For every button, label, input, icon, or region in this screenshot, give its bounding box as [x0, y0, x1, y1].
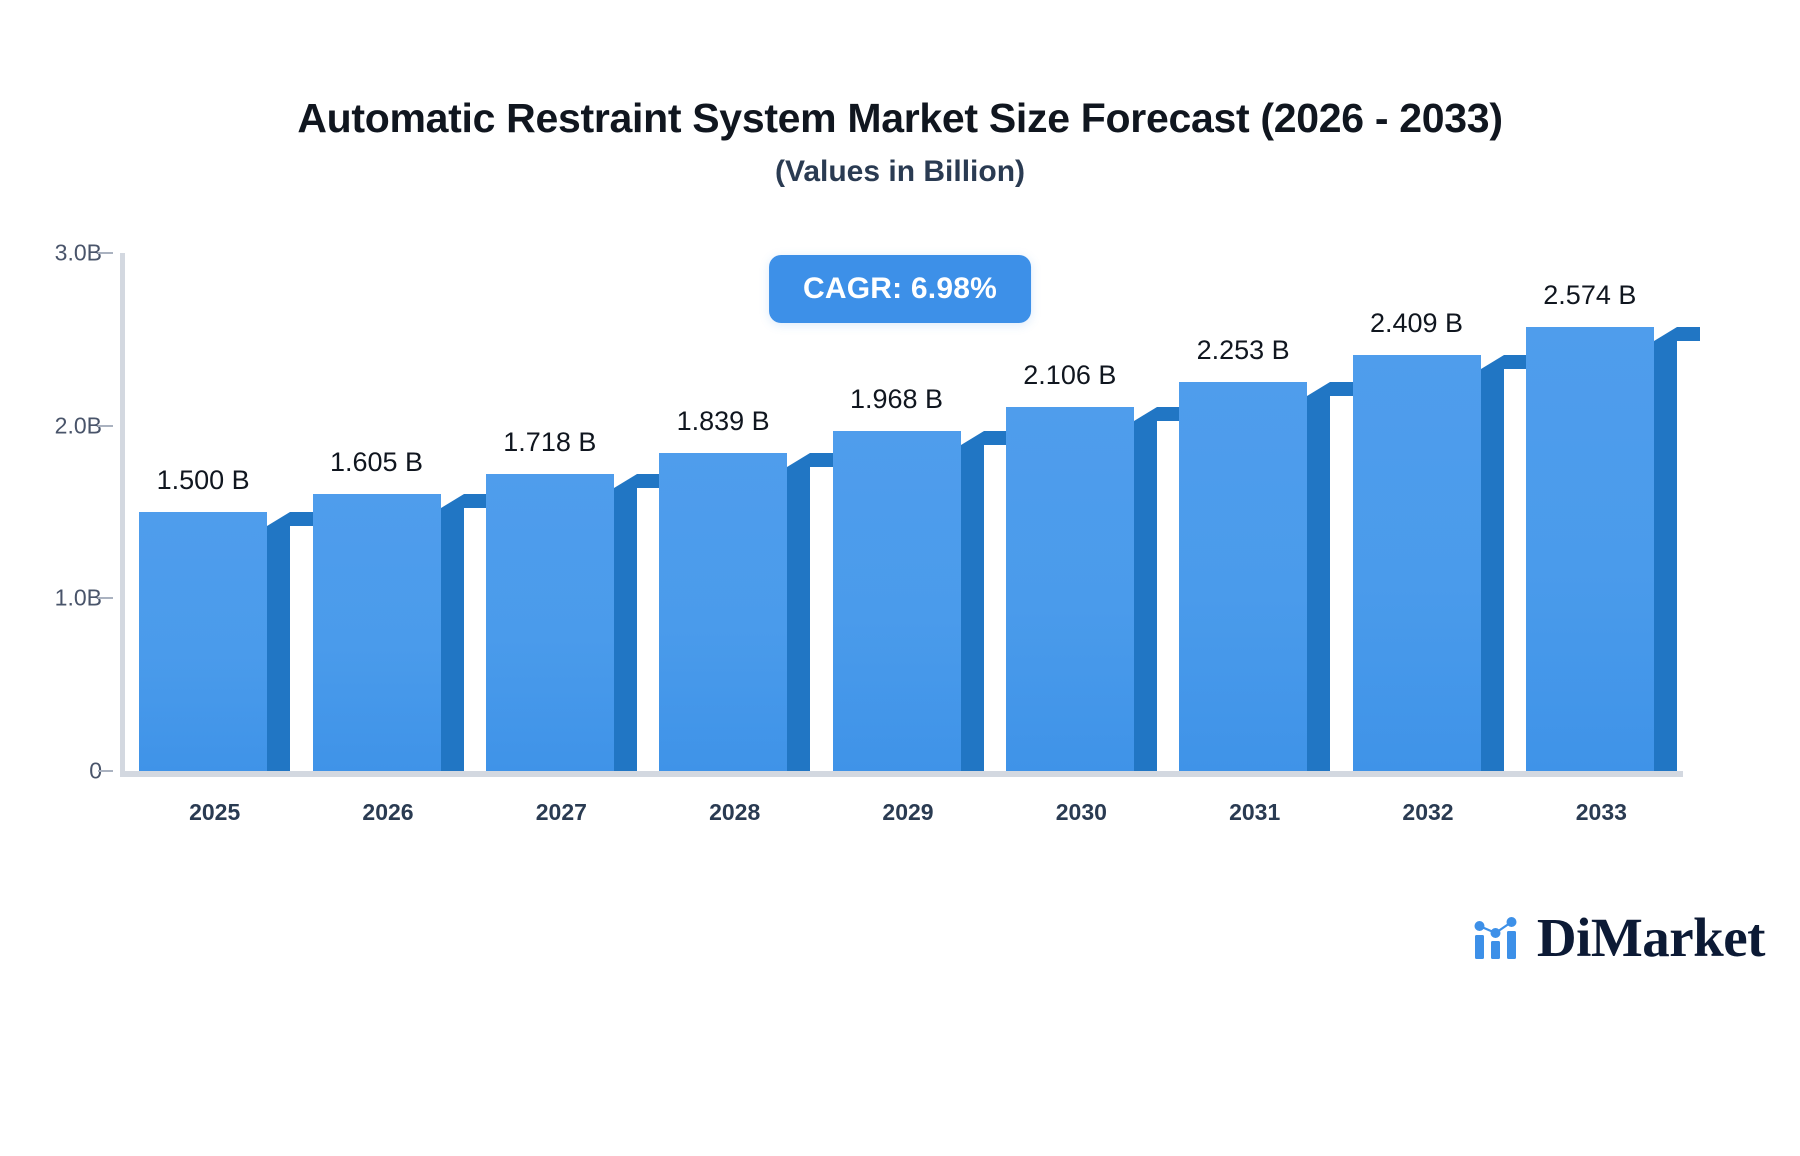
bar-top-face [1480, 355, 1527, 370]
bar-top-face [1653, 326, 1700, 341]
bar-top-face [267, 512, 314, 526]
x-axis-tick-label: 2031 [1229, 799, 1281, 825]
bar-top-face [1307, 381, 1354, 396]
x-axis-tick-label: 2029 [882, 799, 934, 825]
bar-top-face [440, 493, 487, 508]
bar-2032[interactable]: 2.409 B 2032 [1352, 253, 1527, 825]
brand-logo: DiMarket [1471, 907, 1766, 968]
bar-value-label: 2.409 B [1369, 308, 1464, 339]
bar-top-face [1133, 407, 1180, 422]
bar-front-face [312, 493, 441, 771]
bar-front-face [1179, 381, 1308, 771]
x-axis-tick-label: 2025 [189, 799, 241, 825]
bar-side-face [1307, 395, 1331, 771]
bar-series: 1.500 B 2025 1.605 B 2026 1.718 B 2027 1.839 B… [120, 253, 1700, 825]
y-axis-tick-label: 1.0B [54, 584, 102, 611]
bar-value-label: 1.968 B [849, 384, 944, 415]
y-axis-tick-label: 0 [89, 757, 102, 784]
y-axis-tick-mark [98, 597, 113, 600]
plot-area: 3.0B 2.0B 1.0B 0 1.500 B 2025 1.605 B 2026 1.71… [55, 240, 1700, 825]
bar-2027[interactable]: 1.718 B 2027 [485, 253, 660, 825]
bar-2028[interactable]: 1.839 B 2028 [659, 253, 834, 825]
cagr-badge: CAGR: 6.98% [769, 255, 1031, 323]
bar-front-face [1352, 355, 1481, 771]
x-axis-tick-label: 2030 [1055, 799, 1107, 825]
x-axis-tick-label: 2028 [709, 799, 761, 825]
bar-2031[interactable]: 2.253 B 2031 [1179, 253, 1354, 825]
y-axis-tick-mark [98, 424, 113, 427]
bar-front-face [1525, 326, 1654, 771]
x-axis-tick-label: 2032 [1402, 799, 1454, 825]
bar-2033[interactable]: 2.574 B 2033 [1525, 253, 1700, 825]
page-title: Automatic Restraint System Market Size F… [297, 95, 1503, 141]
bar-2026[interactable]: 1.605 B 2026 [312, 253, 487, 825]
bar-front-face [659, 453, 788, 771]
bar-side-face [440, 507, 464, 771]
bar-value-label: 1.718 B [503, 427, 597, 458]
bar-side-face [1133, 421, 1157, 771]
bar-front-face [485, 474, 614, 771]
bar-chart-icon [1471, 909, 1523, 966]
bar-side-face [1653, 340, 1677, 771]
bar-side-face [960, 445, 984, 771]
bar-side-face [787, 467, 811, 771]
bar-2025[interactable]: 1.500 B 2025 [139, 253, 314, 825]
bar-value-label: 2.106 B [1023, 360, 1117, 391]
bar-2030[interactable]: 2.106 B 2030 [1005, 253, 1180, 825]
bar-value-label: 1.500 B [156, 465, 250, 495]
bar-2029[interactable]: 1.968 B 2029 [832, 253, 1007, 825]
bar-front-face [832, 431, 961, 771]
brand-name: DiMarket [1536, 907, 1766, 968]
bar-top-face [613, 474, 660, 489]
y-axis-line [120, 253, 125, 771]
y-axis-tick-mark [98, 252, 113, 254]
bar-value-label: 2.253 B [1196, 334, 1290, 365]
bar-side-face [1480, 369, 1504, 771]
bar-side-face [267, 526, 291, 771]
bar-top-face [787, 453, 834, 468]
bar-value-label: 2.574 B [1543, 279, 1637, 310]
title-block: Automatic Restraint System Market Size F… [0, 95, 1800, 189]
y-axis-tick-mark [98, 770, 113, 772]
x-axis-tick-label: 2026 [362, 799, 414, 825]
bar-front-face [1005, 407, 1134, 771]
x-axis-tick-label: 2033 [1575, 799, 1627, 825]
bar-value-label: 1.605 B [329, 446, 424, 477]
y-axis-tick-label: 2.0B [54, 412, 102, 439]
chart-subtitle: (Values in Billion) [774, 155, 1026, 189]
x-axis-tick-label: 2027 [535, 799, 587, 825]
bar-value-label: 1.839 B [676, 406, 770, 437]
bar-side-face [613, 488, 637, 771]
y-axis-tick-label: 3.0B [54, 239, 102, 266]
bar-top-face [960, 431, 1007, 446]
x-axis-line [120, 771, 1683, 777]
bar-front-face [139, 512, 268, 771]
